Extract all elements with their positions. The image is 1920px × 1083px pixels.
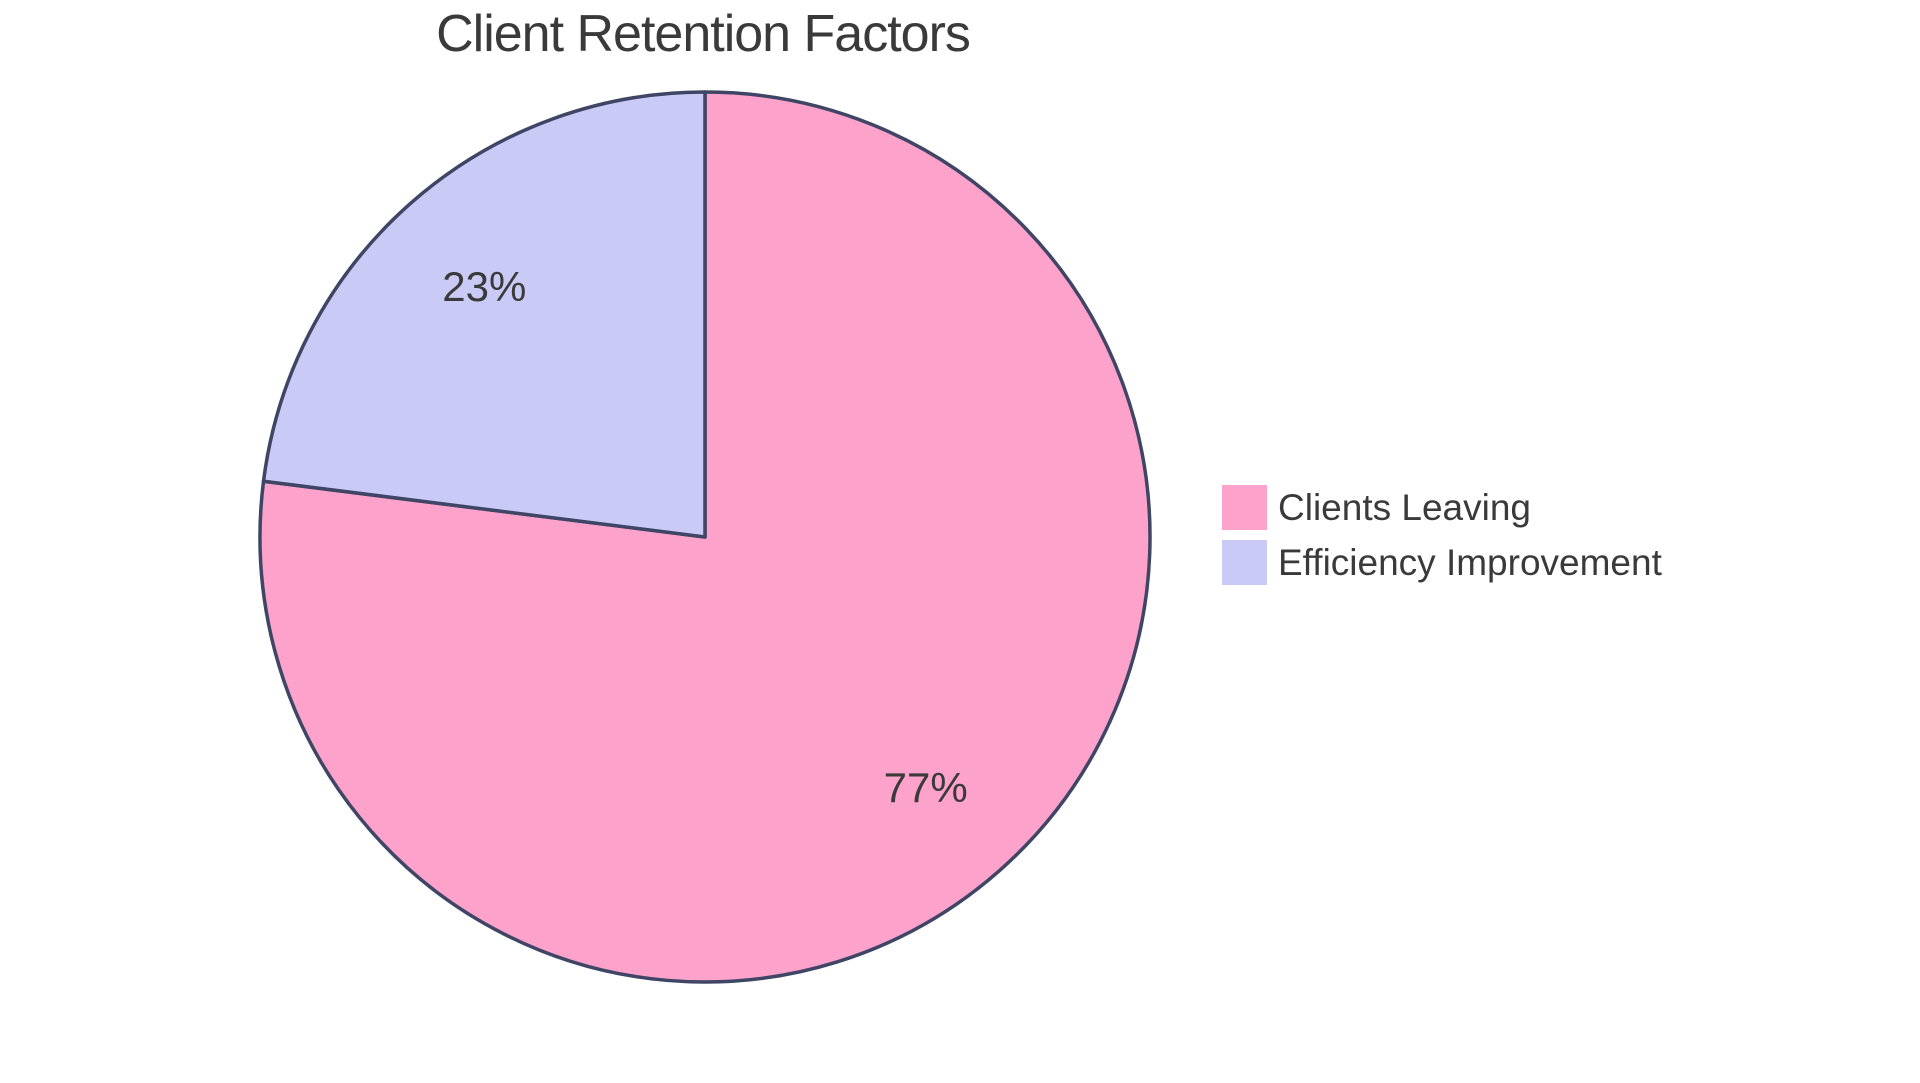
legend-swatch — [1222, 485, 1267, 530]
legend-swatch — [1222, 540, 1267, 585]
chart-title: Client Retention Factors — [436, 5, 971, 63]
legend: Clients Leaving Efficiency Improvement — [1222, 485, 1662, 585]
pie-slice-efficiency-improvement[interactable] — [261, 90, 707, 539]
legend-item-efficiency-improvement[interactable]: Efficiency Improvement — [1222, 540, 1662, 585]
legend-label: Efficiency Improvement — [1278, 541, 1662, 583]
legend-item-clients-leaving[interactable]: Clients Leaving — [1222, 485, 1662, 530]
legend-label: Clients Leaving — [1278, 486, 1531, 528]
slice-percent-label: 77% — [884, 764, 968, 811]
slice-percent-label: 23% — [442, 263, 526, 310]
